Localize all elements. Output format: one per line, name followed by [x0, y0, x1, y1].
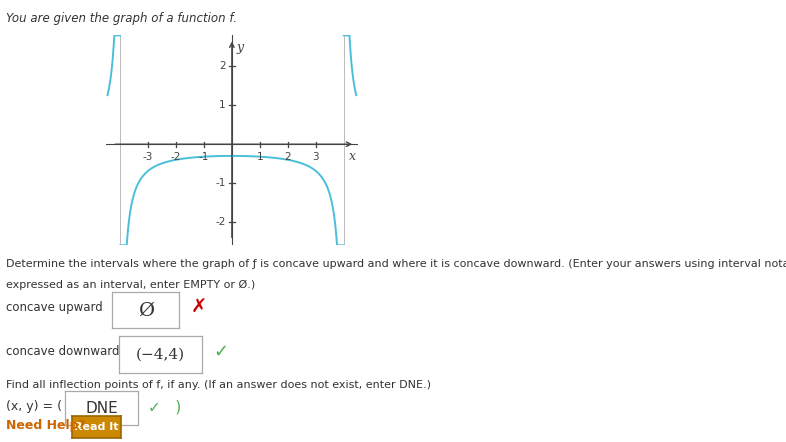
Text: -2: -2 [171, 152, 181, 162]
Text: expressed as an interval, enter EMPTY or Ø.): expressed as an interval, enter EMPTY or… [6, 279, 255, 290]
Text: 1: 1 [219, 100, 226, 110]
Text: concave upward: concave upward [6, 301, 103, 314]
Text: Determine the intervals where the graph of ƒ is concave upward and where it is c: Determine the intervals where the graph … [6, 259, 786, 269]
Text: y: y [236, 41, 243, 54]
Text: Ø: Ø [138, 301, 154, 319]
Text: (x, y) = (: (x, y) = ( [6, 400, 62, 413]
Text: 3: 3 [312, 152, 319, 162]
Text: ✓   ): ✓ ) [148, 399, 181, 414]
Text: You are given the graph of a function f.: You are given the graph of a function f. [6, 12, 237, 25]
Text: -2: -2 [215, 217, 226, 227]
Text: 1: 1 [256, 152, 263, 162]
Text: Read It: Read It [75, 422, 119, 432]
Text: -3: -3 [143, 152, 153, 162]
Text: concave downward: concave downward [6, 345, 119, 358]
Text: 2: 2 [285, 152, 291, 162]
Text: ✗: ✗ [191, 298, 208, 316]
Text: x: x [349, 150, 356, 163]
Text: (−4,4): (−4,4) [136, 347, 185, 362]
Text: 2: 2 [219, 61, 226, 72]
Text: -1: -1 [215, 178, 226, 188]
Text: DNE: DNE [85, 401, 118, 415]
Text: ✓: ✓ [214, 343, 229, 360]
Text: Need Help?: Need Help? [6, 419, 86, 432]
Text: Find all inflection points of f, if any. (If an answer does not exist, enter DNE: Find all inflection points of f, if any.… [6, 380, 432, 390]
Text: -1: -1 [199, 152, 209, 162]
